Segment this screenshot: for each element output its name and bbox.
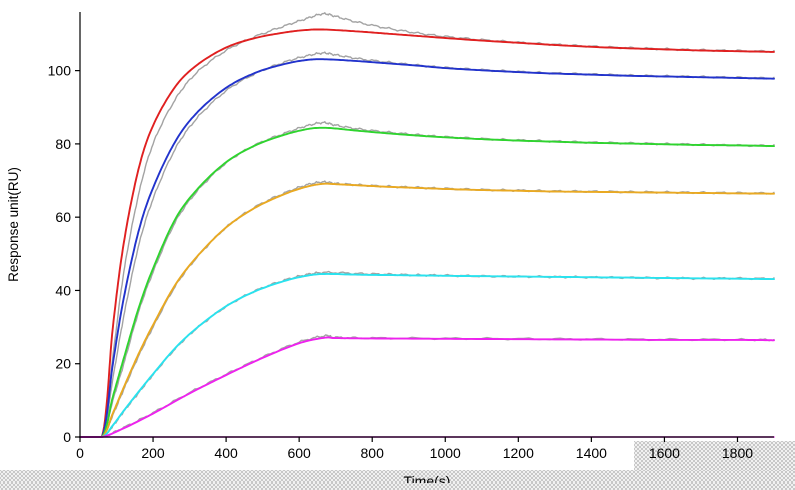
x-tick-label: 0 <box>76 445 84 461</box>
desktop-pattern-bottom-right <box>634 441 795 471</box>
x-tick-label: 200 <box>141 445 165 461</box>
series-6-fit-magenta-curve <box>79 336 775 438</box>
x-tick-label: 1000 <box>430 445 461 461</box>
series-3-fit-green-curve <box>79 126 775 438</box>
series-2-raw-curve <box>79 51 775 438</box>
x-tick-label: 1400 <box>576 445 607 461</box>
series-5-raw-curve <box>79 270 775 438</box>
y-tick-label: 0 <box>63 429 71 445</box>
series-5-fit-cyan-curve <box>79 272 775 438</box>
desktop-pattern-overlay <box>0 483 795 490</box>
series-6-raw-curve <box>79 334 775 438</box>
x-tick-label: 400 <box>214 445 238 461</box>
series-4-raw-curve <box>79 180 775 438</box>
y-tick-label: 40 <box>55 282 71 298</box>
series-4-fit-gold-curve <box>79 182 775 438</box>
series-3-raw-curve <box>79 121 775 438</box>
y-tick-label: 100 <box>48 63 72 79</box>
x-tick-label: 600 <box>287 445 311 461</box>
x-tick-label: 1200 <box>503 445 534 461</box>
x-tick-label: 1600 <box>649 445 680 461</box>
x-tick-label: 1800 <box>722 445 753 461</box>
y-tick-label: 20 <box>55 356 71 372</box>
y-tick-label: 80 <box>55 136 71 152</box>
series-2-fit-blue-curve <box>79 58 775 438</box>
x-tick-label: 800 <box>361 445 385 461</box>
series-1-fit-red-curve <box>79 28 775 438</box>
y-axis-label: Response unit(RU) <box>6 167 21 282</box>
y-tick-label: 60 <box>55 209 71 225</box>
